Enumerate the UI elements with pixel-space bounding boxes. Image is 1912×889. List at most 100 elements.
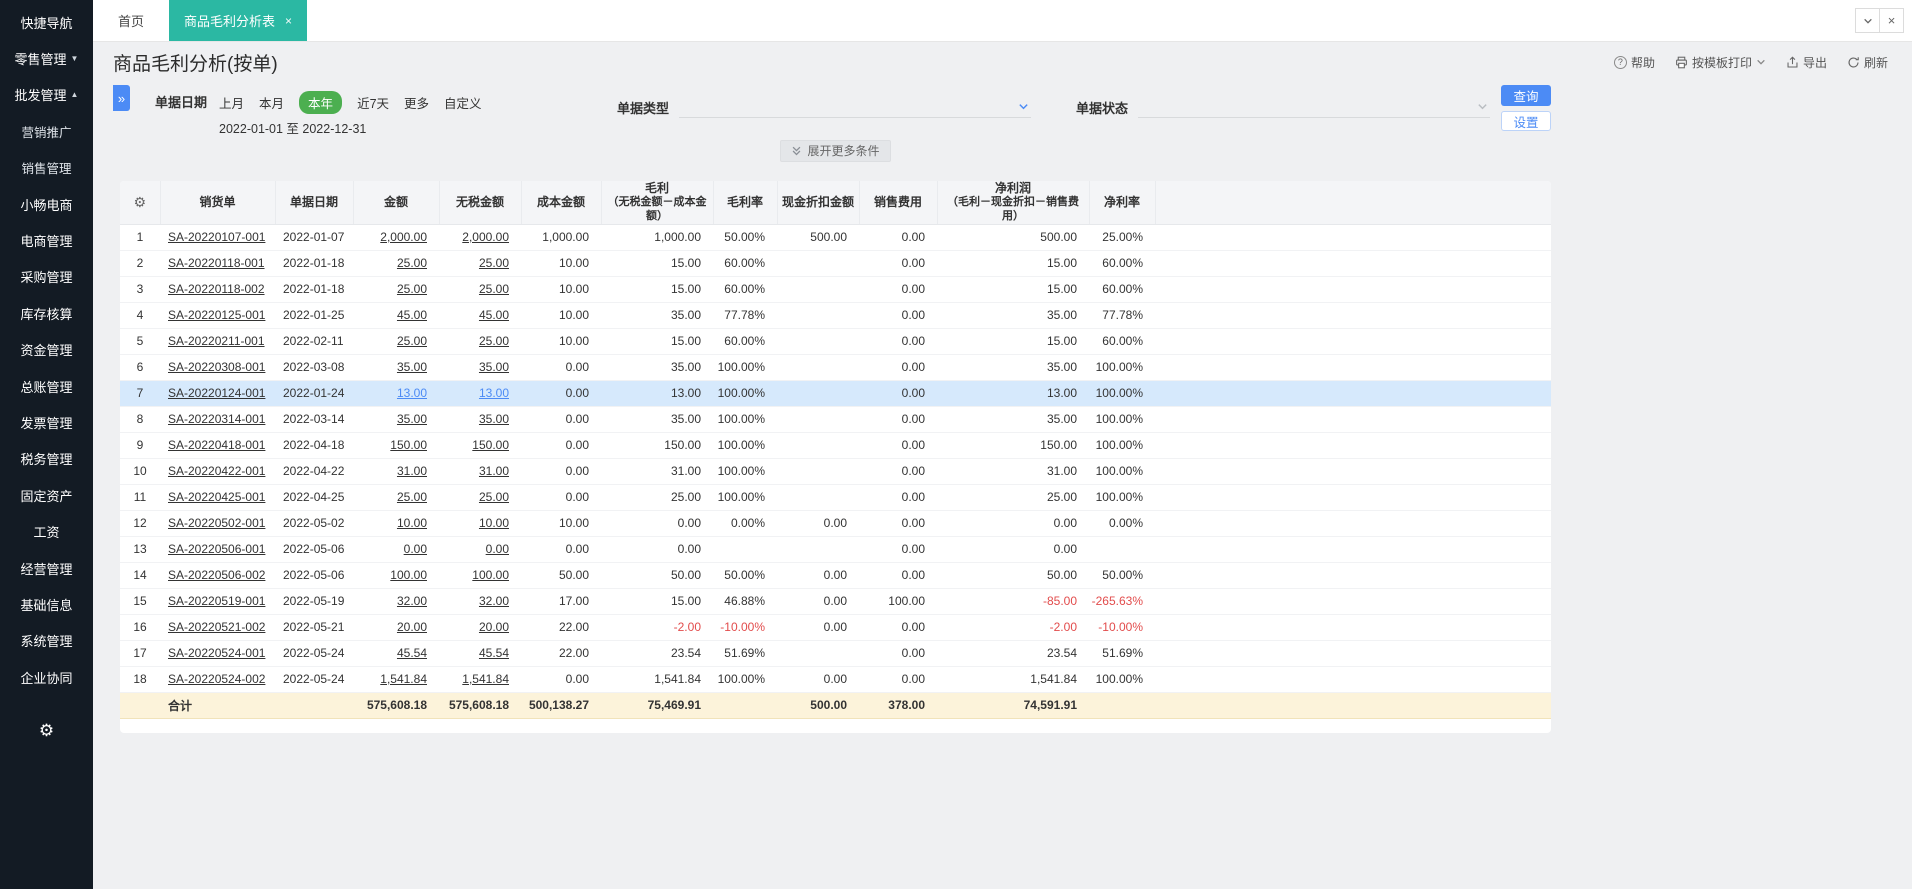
- sidebar-item[interactable]: 基础信息: [0, 586, 93, 622]
- sidebar-item[interactable]: 工资: [0, 513, 93, 549]
- table-row[interactable]: 2 SA-20220118-001 2022-01-18 25.00 25.00 10.0…: [120, 250, 1551, 277]
- table-row[interactable]: 15 SA-20220519-001 2022-05-19 32.00 32.00 17.…: [120, 588, 1551, 615]
- amount-link[interactable]: 100.00: [390, 568, 427, 582]
- search-button[interactable]: 查询: [1501, 85, 1551, 106]
- column-settings-gear-icon[interactable]: ⚙: [133, 193, 147, 210]
- sale-order-link[interactable]: SA-20220107-001: [168, 230, 266, 244]
- date-option[interactable]: 上月: [219, 96, 245, 111]
- date-option[interactable]: 自定义: [444, 96, 482, 111]
- sale-order-link[interactable]: SA-20220506-001: [168, 542, 266, 556]
- table-row[interactable]: 14 SA-20220506-002 2022-05-06 100.00 100.00 5…: [120, 562, 1551, 589]
- sidebar-item[interactable]: 资金管理: [0, 332, 93, 368]
- table-row[interactable]: 5 SA-20220211-001 2022-02-11 25.00 25.00 10.0…: [120, 328, 1551, 355]
- amount-link[interactable]: 35.00: [478, 360, 509, 374]
- column-header[interactable]: 成本金额: [521, 181, 602, 225]
- table-row[interactable]: 1 SA-20220107-001 2022-01-07 2,000.00 2,000.…: [120, 224, 1551, 251]
- amount-link[interactable]: 45.00: [396, 308, 427, 322]
- amount-link[interactable]: 25.00: [478, 282, 509, 296]
- amount-link[interactable]: 0.00: [403, 542, 427, 556]
- tab-home[interactable]: 首页: [93, 0, 169, 41]
- tab-gross-profit-report[interactable]: 商品毛利分析表 ×: [169, 0, 308, 41]
- table-row[interactable]: 6 SA-20220308-001 2022-03-08 35.00 35.00 0.00…: [120, 354, 1551, 381]
- sidebar-item[interactable]: 批发管理 ▲: [0, 77, 93, 113]
- amount-link[interactable]: 25.00: [478, 334, 509, 348]
- date-option[interactable]: 本月: [259, 96, 285, 111]
- table-row[interactable]: 9 SA-20220418-001 2022-04-18 150.00 150.00 0.…: [120, 432, 1551, 459]
- date-option[interactable]: 本年: [299, 90, 343, 114]
- sidebar-item[interactable]: 营销推广: [0, 113, 93, 149]
- amount-link[interactable]: 25.00: [478, 256, 509, 270]
- amount-link[interactable]: 31.00: [396, 464, 427, 478]
- sale-order-link[interactable]: SA-20220521-002: [168, 620, 266, 634]
- amount-link[interactable]: 13.00: [478, 386, 509, 400]
- sale-order-link[interactable]: SA-20220118-002: [168, 282, 265, 296]
- date-option[interactable]: 更多: [404, 96, 430, 111]
- sidebar-item[interactable]: 库存核算: [0, 295, 93, 331]
- amount-link[interactable]: 32.00: [396, 594, 427, 608]
- table-row[interactable]: 16 SA-20220521-002 2022-05-21 20.00 20.00 22.…: [120, 614, 1551, 641]
- sale-order-link[interactable]: SA-20220519-001: [168, 594, 266, 608]
- refresh-button[interactable]: 刷新: [1847, 54, 1888, 71]
- close-all-tabs-button[interactable]: ×: [1879, 8, 1904, 33]
- column-header[interactable]: 毛利率: [713, 181, 778, 225]
- table-row[interactable]: 17 SA-20220524-001 2022-05-24 45.54 45.54 22.…: [120, 640, 1551, 667]
- sale-order-link[interactable]: SA-20220124-001: [168, 386, 266, 400]
- sidebar-item[interactable]: 经营管理: [0, 550, 93, 586]
- settings-gear-icon[interactable]: ⚙: [38, 721, 55, 740]
- sale-order-link[interactable]: SA-20220506-002: [168, 568, 266, 582]
- settings-button[interactable]: 设置: [1501, 111, 1551, 131]
- amount-link[interactable]: 35.00: [396, 412, 427, 426]
- table-row[interactable]: 13 SA-20220506-001 2022-05-06 0.00 0.00 0.00 0…: [120, 536, 1551, 563]
- chevron-down-icon[interactable]: [1756, 57, 1766, 67]
- amount-link[interactable]: 2,000.00: [462, 230, 509, 244]
- print-by-template-button[interactable]: 按模板打印: [1675, 54, 1766, 71]
- sale-order-link[interactable]: SA-20220314-001: [168, 412, 266, 426]
- amount-link[interactable]: 13.00: [396, 386, 427, 400]
- amount-link[interactable]: 100.00: [472, 568, 509, 582]
- sale-order-link[interactable]: SA-20220118-001: [168, 256, 265, 270]
- sidebar-item[interactable]: 小畅电商: [0, 186, 93, 222]
- doc-status-select[interactable]: [1138, 96, 1491, 118]
- collapse-filter-button[interactable]: »: [113, 85, 130, 111]
- column-header[interactable]: 无税金额: [439, 181, 522, 225]
- sidebar-item[interactable]: 采购管理: [0, 259, 93, 295]
- sale-order-link[interactable]: SA-20220425-001: [168, 490, 266, 504]
- table-row[interactable]: 7 SA-20220124-001 2022-01-24 13.00 13.00 0.00…: [120, 380, 1551, 407]
- column-header[interactable]: 净利润 （毛利－现金折扣－销售费用）: [937, 181, 1090, 225]
- tab-close-icon[interactable]: ×: [285, 13, 293, 28]
- export-button[interactable]: 导出: [1786, 54, 1827, 71]
- sidebar-item[interactable]: 税务管理: [0, 441, 93, 477]
- expand-more-conditions-button[interactable]: 展开更多条件: [780, 140, 891, 162]
- sale-order-link[interactable]: SA-20220502-001: [168, 516, 266, 530]
- date-range-value[interactable]: 2022-01-01 至 2022-12-31: [219, 122, 367, 136]
- sale-order-link[interactable]: SA-20220211-001: [168, 334, 265, 348]
- sidebar-item[interactable]: 快捷导航: [0, 4, 93, 40]
- amount-link[interactable]: 25.00: [396, 490, 427, 504]
- sidebar-item[interactable]: 销售管理: [0, 150, 93, 186]
- sidebar-item[interactable]: 固定资产: [0, 477, 93, 513]
- sale-order-link[interactable]: SA-20220418-001: [168, 438, 266, 452]
- sidebar-item[interactable]: 发票管理: [0, 404, 93, 440]
- column-header[interactable]: 毛利 （无税金额－成本金额）: [601, 181, 714, 225]
- column-header[interactable]: 净利率: [1089, 181, 1156, 225]
- sale-order-link[interactable]: SA-20220125-001: [168, 308, 266, 322]
- column-header[interactable]: 现金折扣金额: [777, 181, 860, 225]
- table-row[interactable]: 8 SA-20220314-001 2022-03-14 35.00 35.00 0.00…: [120, 406, 1551, 433]
- amount-link[interactable]: 0.00: [485, 542, 509, 556]
- doc-type-select[interactable]: [679, 96, 1032, 118]
- amount-link[interactable]: 10.00: [396, 516, 427, 530]
- table-row[interactable]: 3 SA-20220118-002 2022-01-18 25.00 25.00 10.0…: [120, 276, 1551, 303]
- amount-link[interactable]: 45.54: [396, 646, 427, 660]
- sale-order-link[interactable]: SA-20220308-001: [168, 360, 266, 374]
- amount-link[interactable]: 35.00: [396, 360, 427, 374]
- table-row[interactable]: 10 SA-20220422-001 2022-04-22 31.00 31.00 0.0…: [120, 458, 1551, 485]
- amount-link[interactable]: 32.00: [478, 594, 509, 608]
- table-row[interactable]: 4 SA-20220125-001 2022-01-25 45.00 45.00 10.0…: [120, 302, 1551, 329]
- amount-link[interactable]: 31.00: [478, 464, 509, 478]
- sale-order-link[interactable]: SA-20220422-001: [168, 464, 266, 478]
- amount-link[interactable]: 35.00: [478, 412, 509, 426]
- amount-link[interactable]: 45.00: [478, 308, 509, 322]
- tab-list-button[interactable]: [1855, 8, 1880, 33]
- sale-order-link[interactable]: SA-20220524-002: [168, 672, 266, 686]
- column-settings-header[interactable]: ⚙: [120, 181, 161, 225]
